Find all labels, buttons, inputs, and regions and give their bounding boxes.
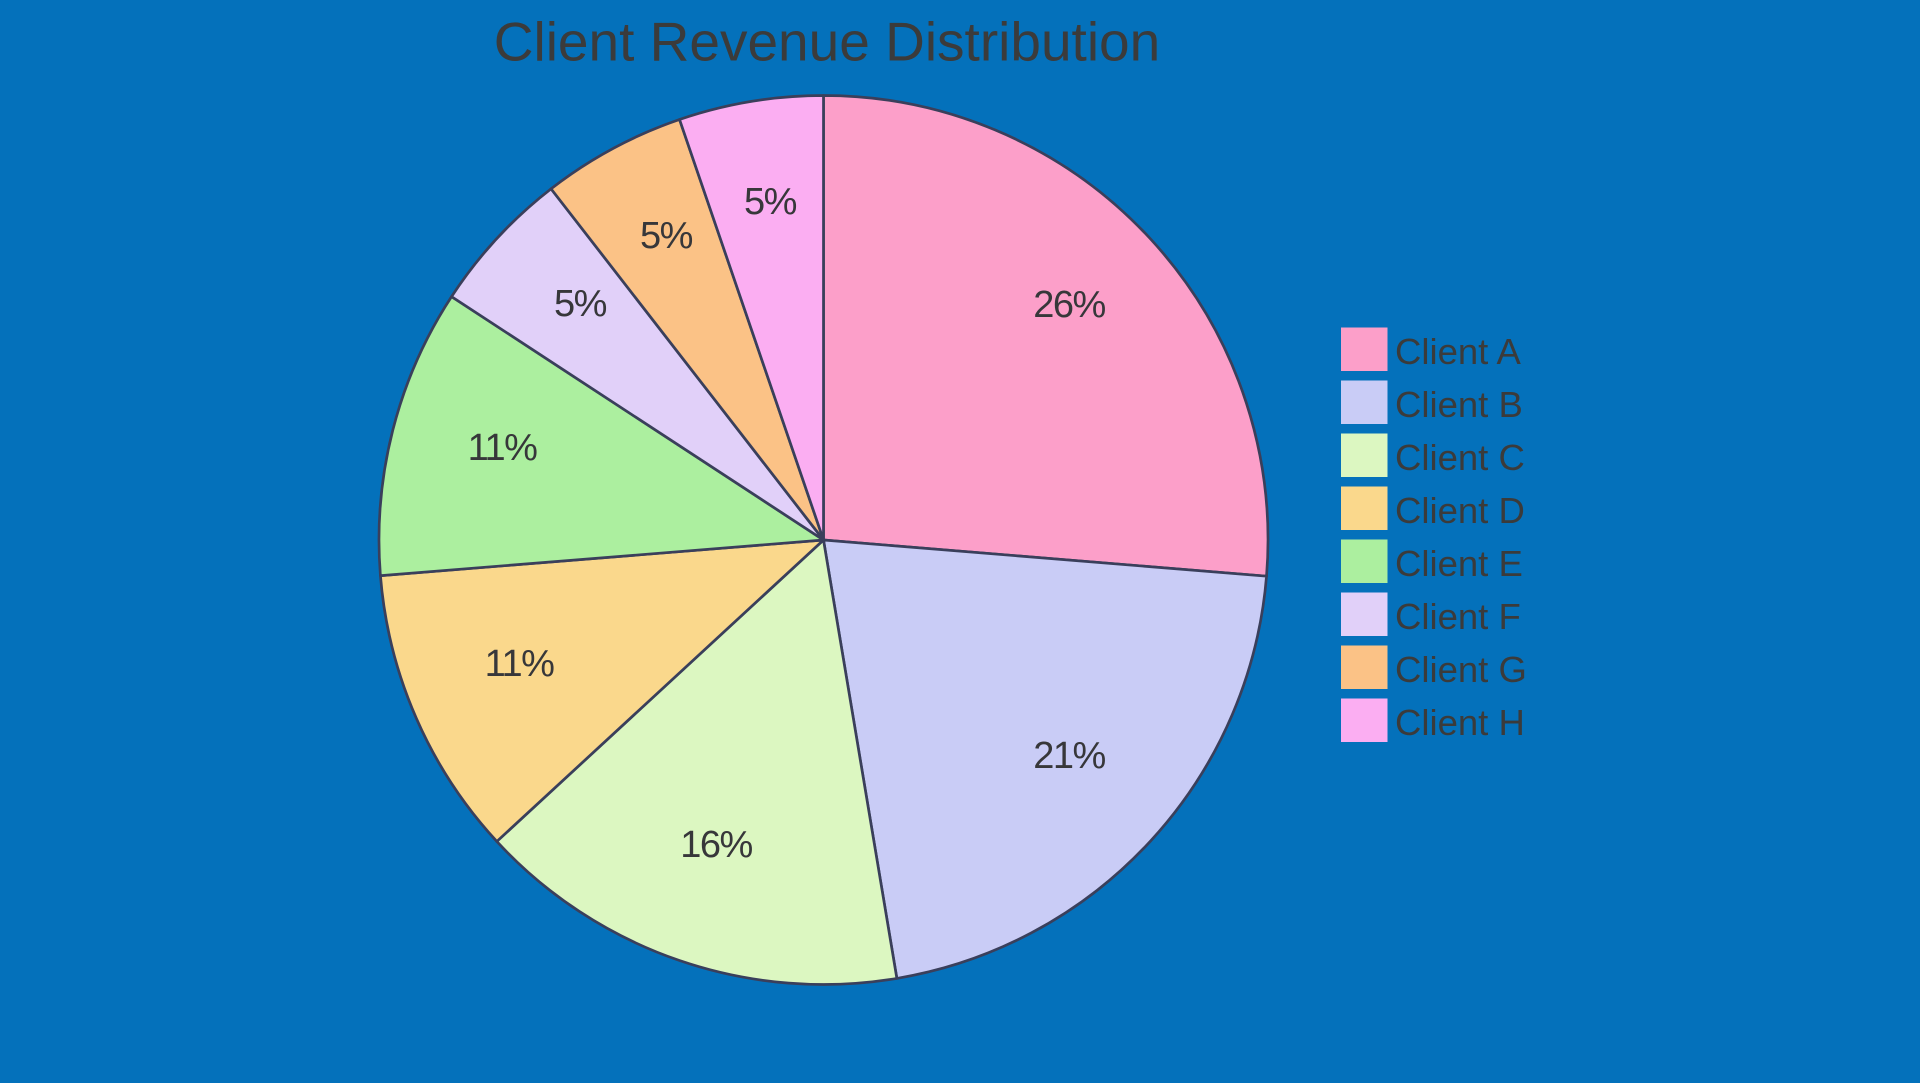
svg-text:5%: 5% <box>640 215 693 257</box>
svg-text:26%: 26% <box>1033 284 1105 326</box>
svg-text:21%: 21% <box>1033 735 1105 777</box>
svg-text:11%: 11% <box>485 643 554 685</box>
svg-text:Client C: Client C <box>1395 437 1525 478</box>
svg-text:Client Revenue Distribution: Client Revenue Distribution <box>494 11 1160 73</box>
svg-text:Client B: Client B <box>1395 384 1523 425</box>
svg-text:Client F: Client F <box>1395 596 1521 637</box>
svg-text:Client H: Client H <box>1395 702 1525 743</box>
svg-text:5%: 5% <box>744 181 797 223</box>
svg-text:Client G: Client G <box>1395 649 1527 690</box>
svg-text:Client E: Client E <box>1395 543 1523 584</box>
svg-text:Client D: Client D <box>1395 490 1525 531</box>
svg-text:11%: 11% <box>468 427 537 469</box>
svg-text:16%: 16% <box>680 824 752 866</box>
svg-text:Client A: Client A <box>1395 331 1521 372</box>
svg-text:5%: 5% <box>554 283 607 325</box>
